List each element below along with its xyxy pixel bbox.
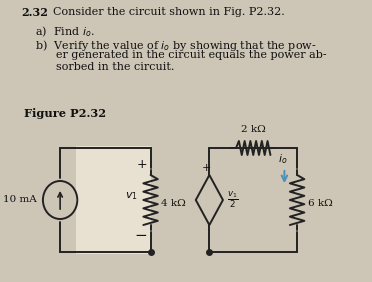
Text: b)  Verify the value of $i_o$ by showing that the pow-: b) Verify the value of $i_o$ by showing … [35, 38, 316, 53]
Text: Figure P2.32: Figure P2.32 [24, 108, 106, 119]
Polygon shape [196, 175, 223, 225]
Text: 10 mA: 10 mA [3, 195, 36, 204]
Text: −: − [134, 228, 147, 243]
Text: +: + [202, 163, 211, 173]
Text: 2.32: 2.32 [21, 7, 48, 18]
Text: 2 kΩ: 2 kΩ [241, 125, 266, 134]
Text: 4 kΩ: 4 kΩ [161, 199, 186, 208]
Text: er generated in the circuit equals the power ab-: er generated in the circuit equals the p… [35, 50, 326, 60]
Text: $i_o$: $i_o$ [278, 152, 287, 166]
Text: 6 kΩ: 6 kΩ [308, 199, 333, 208]
Text: +: + [136, 158, 147, 171]
Text: sorbed in the circuit.: sorbed in the circuit. [35, 62, 174, 72]
Text: $v_1$: $v_1$ [125, 190, 138, 202]
Text: Consider the circuit shown in Fig. P2.32.: Consider the circuit shown in Fig. P2.32… [46, 7, 285, 17]
Text: a)  Find $i_o$.: a) Find $i_o$. [35, 24, 94, 39]
FancyBboxPatch shape [76, 146, 151, 254]
Text: $\frac{v_1}{2}$: $\frac{v_1}{2}$ [227, 190, 239, 210]
